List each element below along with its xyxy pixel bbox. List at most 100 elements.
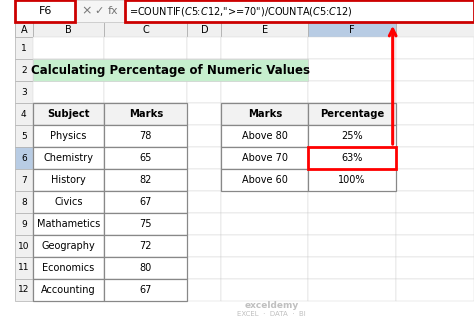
Bar (104, 59, 187, 81)
Bar (104, 235, 187, 257)
Text: exceldemy: exceldemy (245, 300, 299, 309)
Bar (104, 103, 187, 125)
Bar (309, 59, 396, 81)
Text: 11: 11 (18, 264, 29, 273)
Text: C: C (142, 25, 149, 35)
Bar (33, 147, 104, 169)
Bar (75, 0, 126, 22)
Text: Above 60: Above 60 (242, 175, 288, 185)
Bar (221, 169, 309, 191)
Text: 72: 72 (139, 241, 152, 251)
Bar (221, 81, 309, 103)
Bar (309, 279, 396, 301)
Bar (104, 279, 187, 301)
Bar (15, 213, 33, 235)
Bar (104, 191, 187, 213)
Bar (15, 169, 33, 191)
Text: Physics: Physics (50, 131, 87, 141)
Bar (15, 257, 33, 279)
Bar (221, 125, 309, 147)
Bar (33, 59, 104, 81)
Text: Chemistry: Chemistry (43, 153, 93, 163)
Bar (309, 147, 396, 169)
Bar (33, 22, 104, 37)
Text: Percentage: Percentage (320, 109, 384, 119)
Bar (104, 257, 187, 279)
Bar (221, 257, 309, 279)
Bar (309, 103, 396, 125)
Text: 100%: 100% (338, 175, 366, 185)
Text: 12: 12 (18, 286, 29, 295)
Text: 82: 82 (140, 175, 152, 185)
Bar (187, 169, 221, 191)
Bar (309, 81, 396, 103)
Bar (15, 22, 33, 37)
Bar (309, 147, 396, 169)
Text: 9: 9 (21, 220, 27, 228)
Bar (309, 169, 396, 191)
Bar (33, 59, 309, 81)
Bar (221, 147, 309, 169)
Bar (309, 213, 396, 235)
Text: E: E (262, 25, 268, 35)
Bar (396, 147, 474, 169)
Bar (187, 279, 221, 301)
Bar (33, 169, 104, 191)
Bar (33, 125, 104, 147)
Bar (33, 213, 104, 235)
Text: Calculating Percentage of Numeric Values: Calculating Percentage of Numeric Values (31, 64, 310, 77)
Bar (396, 59, 474, 81)
Bar (221, 59, 309, 81)
Bar (221, 37, 309, 59)
Bar (309, 22, 396, 37)
Bar (221, 125, 309, 147)
Bar (309, 103, 396, 125)
Bar (33, 169, 104, 191)
Text: Geography: Geography (42, 241, 95, 251)
Bar (187, 81, 221, 103)
Bar (309, 125, 396, 147)
Text: 6: 6 (21, 153, 27, 162)
Bar (396, 169, 474, 191)
Bar (221, 235, 309, 257)
Bar (33, 147, 104, 169)
Bar (15, 103, 33, 125)
Text: A: A (20, 25, 27, 35)
Bar (221, 103, 309, 125)
Text: ✓: ✓ (95, 6, 104, 16)
Bar (104, 235, 187, 257)
Text: ×: × (82, 5, 92, 17)
Bar (187, 103, 221, 125)
Bar (33, 37, 104, 59)
Text: F: F (349, 25, 355, 35)
Bar (15, 0, 75, 22)
Bar (309, 235, 396, 257)
Bar (396, 125, 474, 147)
Bar (221, 147, 309, 169)
Text: 3: 3 (21, 88, 27, 97)
Bar (126, 0, 474, 22)
Bar (104, 213, 187, 235)
Text: 25%: 25% (341, 131, 363, 141)
Bar (309, 191, 396, 213)
Bar (104, 147, 187, 169)
Bar (104, 22, 187, 37)
Bar (309, 125, 396, 147)
Bar (15, 59, 33, 81)
Bar (33, 235, 104, 257)
Bar (33, 81, 104, 103)
Bar (104, 279, 187, 301)
Bar (221, 213, 309, 235)
Bar (104, 103, 187, 125)
Text: Marks: Marks (248, 109, 282, 119)
Bar (221, 279, 309, 301)
Bar (15, 147, 33, 169)
Bar (221, 103, 309, 125)
Bar (104, 147, 187, 169)
Bar (221, 169, 309, 191)
Bar (33, 191, 104, 213)
Bar (396, 103, 474, 125)
Bar (33, 279, 104, 301)
Text: Above 70: Above 70 (242, 153, 288, 163)
Bar (187, 147, 221, 169)
